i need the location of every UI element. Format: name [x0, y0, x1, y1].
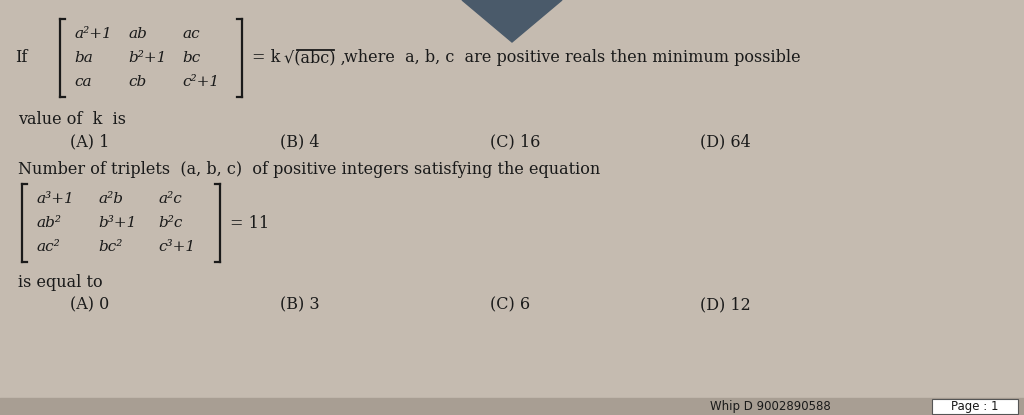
Text: (B) 4: (B) 4 — [280, 133, 319, 150]
Text: = k: = k — [252, 49, 281, 66]
Text: (D) 64: (D) 64 — [700, 133, 751, 150]
Text: a²+1: a²+1 — [74, 27, 112, 41]
Text: √(abc) ,: √(abc) , — [284, 49, 346, 66]
Text: bc²: bc² — [98, 240, 123, 254]
Text: ac: ac — [182, 27, 200, 41]
Text: (C) 6: (C) 6 — [490, 296, 530, 313]
Text: (D) 12: (D) 12 — [700, 296, 751, 313]
Text: a³+1: a³+1 — [36, 192, 74, 206]
Polygon shape — [462, 0, 562, 42]
Text: ca: ca — [74, 75, 91, 89]
Text: a²c: a²c — [158, 192, 181, 206]
Text: = 11: = 11 — [230, 215, 269, 232]
Text: is equal to: is equal to — [18, 274, 102, 291]
Text: (C) 16: (C) 16 — [490, 133, 541, 150]
Text: (B) 3: (B) 3 — [280, 296, 319, 313]
Text: bc: bc — [182, 51, 201, 65]
Text: If: If — [15, 49, 28, 66]
Text: b²+1: b²+1 — [128, 51, 166, 65]
Text: Page : 1: Page : 1 — [951, 400, 998, 413]
Text: c³+1: c³+1 — [158, 240, 196, 254]
FancyBboxPatch shape — [932, 399, 1018, 414]
Text: (A) 0: (A) 0 — [70, 296, 110, 313]
Text: ab²: ab² — [36, 216, 61, 230]
Text: ba: ba — [74, 51, 93, 65]
Text: Whip D 9002890588: Whip D 9002890588 — [710, 400, 830, 413]
Text: value of  k  is: value of k is — [18, 111, 126, 128]
Text: ac²: ac² — [36, 240, 59, 254]
Text: Number of triplets  (a, b, c)  of positive integers satisfying the equation: Number of triplets (a, b, c) of positive… — [18, 161, 600, 178]
Text: cb: cb — [128, 75, 146, 89]
Text: a²b: a²b — [98, 192, 123, 206]
Text: b²c: b²c — [158, 216, 182, 230]
Text: (A) 1: (A) 1 — [70, 133, 110, 150]
Text: b³+1: b³+1 — [98, 216, 136, 230]
Text: ab: ab — [128, 27, 146, 41]
Text: where  a, b, c  are positive reals then minimum possible: where a, b, c are positive reals then mi… — [344, 49, 801, 66]
Text: c²+1: c²+1 — [182, 75, 219, 89]
